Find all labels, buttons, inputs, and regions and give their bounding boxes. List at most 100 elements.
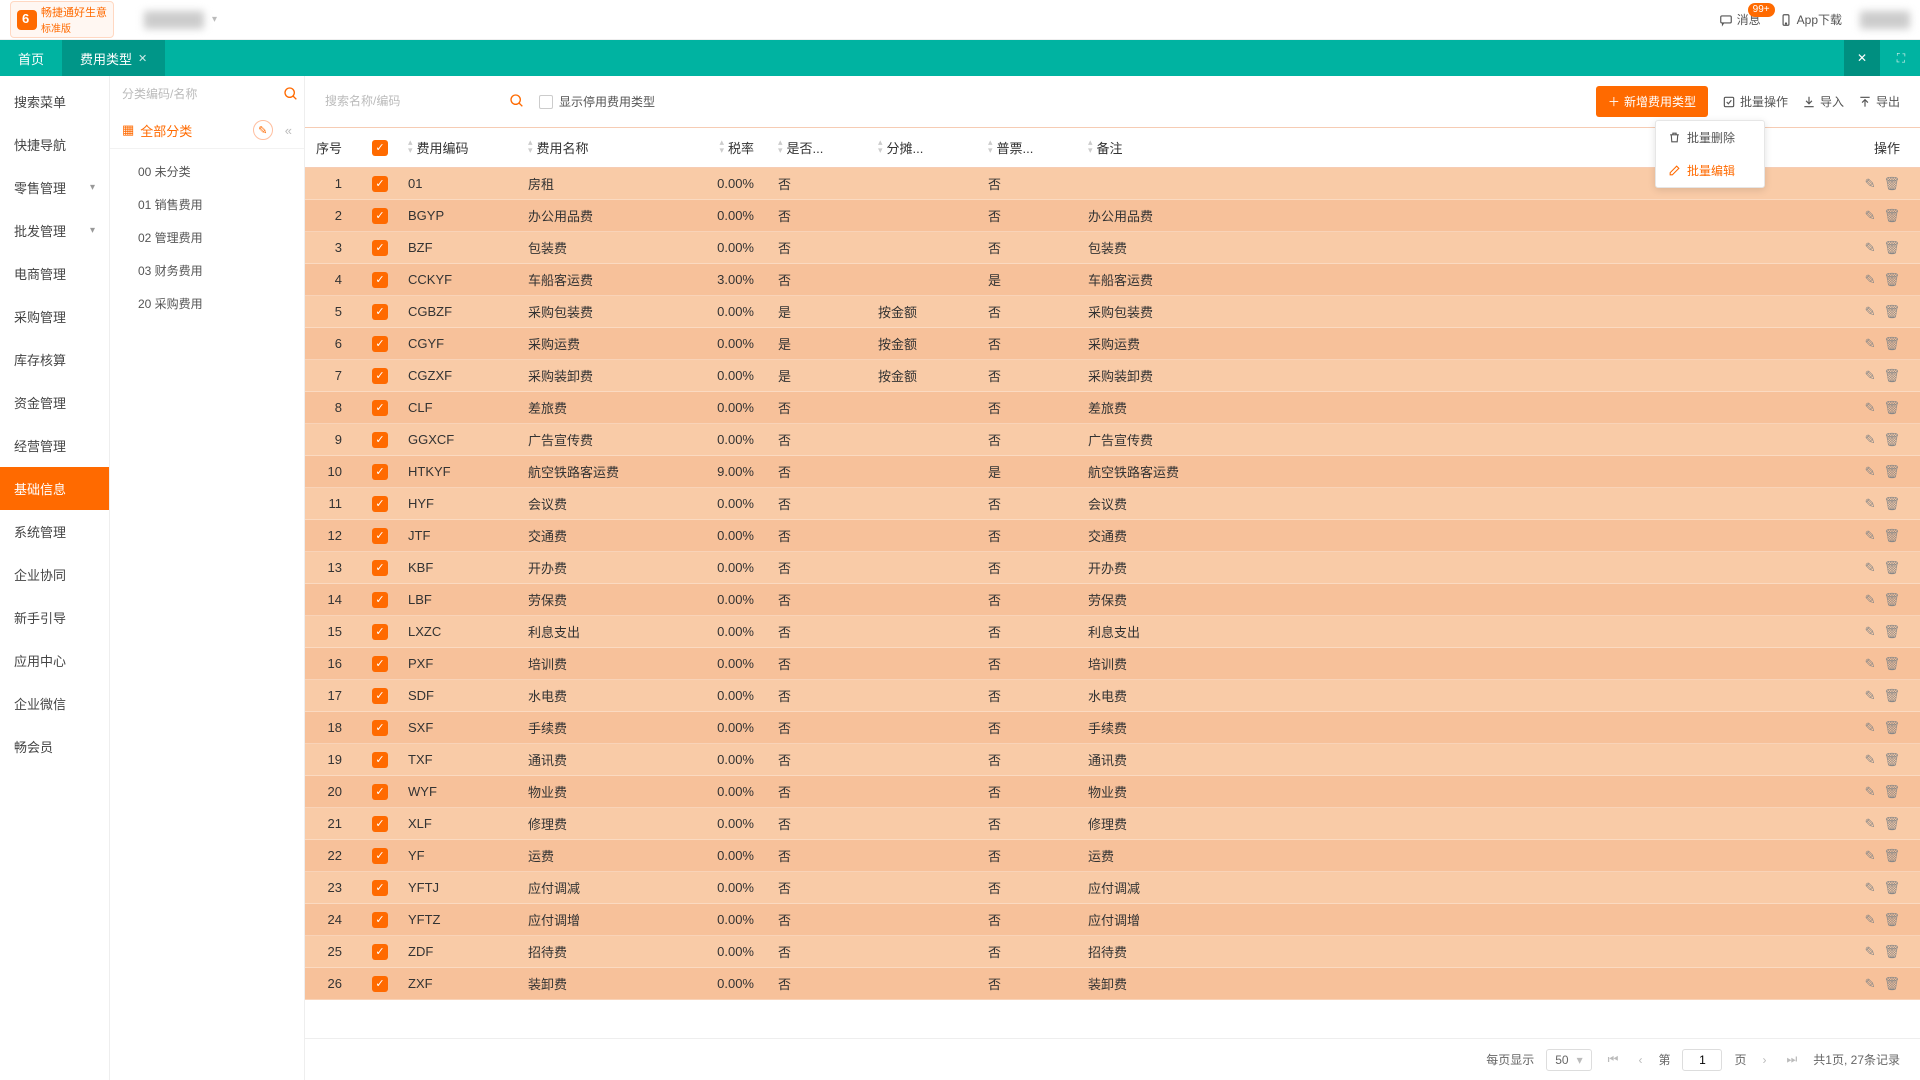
sidebar-item[interactable]: 零售管理▾: [0, 166, 109, 209]
row-delete-icon[interactable]: 🗑: [1883, 496, 1900, 511]
sidebar-item[interactable]: 经营管理: [0, 424, 109, 467]
cell-checkbox[interactable]: ✓: [360, 296, 400, 328]
row-delete-icon[interactable]: 🗑: [1883, 368, 1900, 383]
row-delete-icon[interactable]: 🗑: [1883, 464, 1900, 479]
row-delete-icon[interactable]: 🗑: [1883, 656, 1900, 671]
row-checkbox[interactable]: ✓: [372, 944, 388, 960]
row-checkbox[interactable]: ✓: [372, 976, 388, 992]
page-next-button[interactable]: ›: [1758, 1051, 1770, 1069]
row-checkbox[interactable]: ✓: [372, 656, 388, 672]
cell-checkbox[interactable]: ✓: [360, 968, 400, 1000]
fullscreen-icon[interactable]: ⛶: [1886, 40, 1916, 76]
row-checkbox[interactable]: ✓: [372, 240, 388, 256]
table-row[interactable]: 14✓LBF劳保费0.00%否否劳保费✎🗑: [305, 584, 1920, 616]
row-delete-icon[interactable]: 🗑: [1883, 336, 1900, 351]
tab-home[interactable]: 首页: [0, 40, 62, 76]
cell-checkbox[interactable]: ✓: [360, 712, 400, 744]
sidebar-item[interactable]: 企业微信: [0, 682, 109, 725]
row-edit-icon[interactable]: ✎: [1865, 208, 1876, 223]
row-delete-icon[interactable]: 🗑: [1883, 944, 1900, 959]
row-delete-icon[interactable]: 🗑: [1883, 880, 1900, 895]
row-edit-icon[interactable]: ✎: [1865, 752, 1876, 767]
cell-checkbox[interactable]: ✓: [360, 904, 400, 936]
cell-checkbox[interactable]: ✓: [360, 360, 400, 392]
messages-link[interactable]: 消息 99+: [1719, 11, 1761, 28]
cell-checkbox[interactable]: ✓: [360, 552, 400, 584]
row-delete-icon[interactable]: 🗑: [1883, 816, 1900, 831]
row-edit-icon[interactable]: ✎: [1865, 784, 1876, 799]
col-share[interactable]: ▴▾分摊...: [870, 128, 980, 168]
cell-checkbox[interactable]: ✓: [360, 456, 400, 488]
row-checkbox[interactable]: ✓: [372, 880, 388, 896]
select-all-checkbox[interactable]: ✓: [372, 140, 388, 156]
row-checkbox[interactable]: ✓: [372, 176, 388, 192]
row-edit-icon[interactable]: ✎: [1865, 944, 1876, 959]
row-checkbox[interactable]: ✓: [372, 368, 388, 384]
app-download-link[interactable]: App下载: [1779, 11, 1842, 28]
row-edit-icon[interactable]: ✎: [1865, 368, 1876, 383]
cell-checkbox[interactable]: ✓: [360, 936, 400, 968]
tab-close-icon[interactable]: ✕: [138, 52, 147, 65]
cell-checkbox[interactable]: ✓: [360, 200, 400, 232]
page-input[interactable]: [1682, 1049, 1722, 1071]
sidebar-item[interactable]: 资金管理: [0, 381, 109, 424]
row-edit-icon[interactable]: ✎: [1865, 400, 1876, 415]
cell-checkbox[interactable]: ✓: [360, 872, 400, 904]
page-prev-button[interactable]: ‹: [1634, 1051, 1646, 1069]
row-delete-icon[interactable]: 🗑: [1883, 208, 1900, 223]
row-checkbox[interactable]: ✓: [372, 752, 388, 768]
sidebar-item[interactable]: 批发管理▾: [0, 209, 109, 252]
row-delete-icon[interactable]: 🗑: [1883, 624, 1900, 639]
row-delete-icon[interactable]: 🗑: [1883, 528, 1900, 543]
row-delete-icon[interactable]: 🗑: [1883, 752, 1900, 767]
row-edit-icon[interactable]: ✎: [1865, 624, 1876, 639]
table-row[interactable]: 19✓TXF通讯费0.00%否否通讯费✎🗑: [305, 744, 1920, 776]
table-row[interactable]: 18✓SXF手续费0.00%否否手续费✎🗑: [305, 712, 1920, 744]
company-selector[interactable]: ▾: [134, 7, 227, 33]
row-checkbox[interactable]: ✓: [372, 912, 388, 928]
sidebar-item[interactable]: 搜索菜单: [0, 80, 109, 123]
row-edit-icon[interactable]: ✎: [1865, 816, 1876, 831]
batch-action-button[interactable]: 批量操作: [1722, 93, 1788, 110]
row-edit-icon[interactable]: ✎: [1865, 592, 1876, 607]
row-delete-icon[interactable]: 🗑: [1883, 432, 1900, 447]
row-delete-icon[interactable]: 🗑: [1883, 848, 1900, 863]
cell-checkbox[interactable]: ✓: [360, 168, 400, 200]
row-edit-icon[interactable]: ✎: [1865, 880, 1876, 895]
row-delete-icon[interactable]: 🗑: [1883, 592, 1900, 607]
col-pz[interactable]: ▴▾普票...: [980, 128, 1080, 168]
row-checkbox[interactable]: ✓: [372, 528, 388, 544]
cell-checkbox[interactable]: ✓: [360, 488, 400, 520]
add-expense-type-button[interactable]: ＋ 新增费用类型: [1596, 86, 1708, 117]
row-edit-icon[interactable]: ✎: [1865, 528, 1876, 543]
row-delete-icon[interactable]: 🗑: [1883, 400, 1900, 415]
row-checkbox[interactable]: ✓: [372, 208, 388, 224]
category-item[interactable]: 20 采购费用: [110, 287, 304, 320]
sidebar-item[interactable]: 电商管理: [0, 252, 109, 295]
col-rate[interactable]: ▴▾税率: [690, 128, 770, 168]
row-edit-icon[interactable]: ✎: [1865, 304, 1876, 319]
sidebar-item[interactable]: 库存核算: [0, 338, 109, 381]
row-checkbox[interactable]: ✓: [372, 464, 388, 480]
cell-checkbox[interactable]: ✓: [360, 840, 400, 872]
sidebar-item[interactable]: 应用中心: [0, 639, 109, 682]
row-delete-icon[interactable]: 🗑: [1883, 976, 1900, 991]
table-row[interactable]: 12✓JTF交通费0.00%否否交通费✎🗑: [305, 520, 1920, 552]
cell-checkbox[interactable]: ✓: [360, 232, 400, 264]
row-checkbox[interactable]: ✓: [372, 816, 388, 832]
row-edit-icon[interactable]: ✎: [1865, 848, 1876, 863]
table-row[interactable]: 5✓CGBZF采购包装费0.00%是按金额否采购包装费✎🗑: [305, 296, 1920, 328]
category-item[interactable]: 02 管理费用: [110, 221, 304, 254]
sidebar-item[interactable]: 基础信息: [0, 467, 109, 510]
row-checkbox[interactable]: ✓: [372, 848, 388, 864]
sidebar-item[interactable]: 企业协同: [0, 553, 109, 596]
search-icon[interactable]: [283, 86, 299, 102]
col-name[interactable]: ▴▾费用名称: [520, 128, 690, 168]
row-checkbox[interactable]: ✓: [372, 272, 388, 288]
table-row[interactable]: 6✓CGYF采购运费0.00%是按金额否采购运费✎🗑: [305, 328, 1920, 360]
table-row[interactable]: 10✓HTKYF航空铁路客运费9.00%否是航空铁路客运费✎🗑: [305, 456, 1920, 488]
row-checkbox[interactable]: ✓: [372, 784, 388, 800]
category-item[interactable]: 00 未分类: [110, 155, 304, 188]
row-edit-icon[interactable]: ✎: [1865, 176, 1876, 191]
col-seq[interactable]: 序号: [305, 128, 360, 168]
